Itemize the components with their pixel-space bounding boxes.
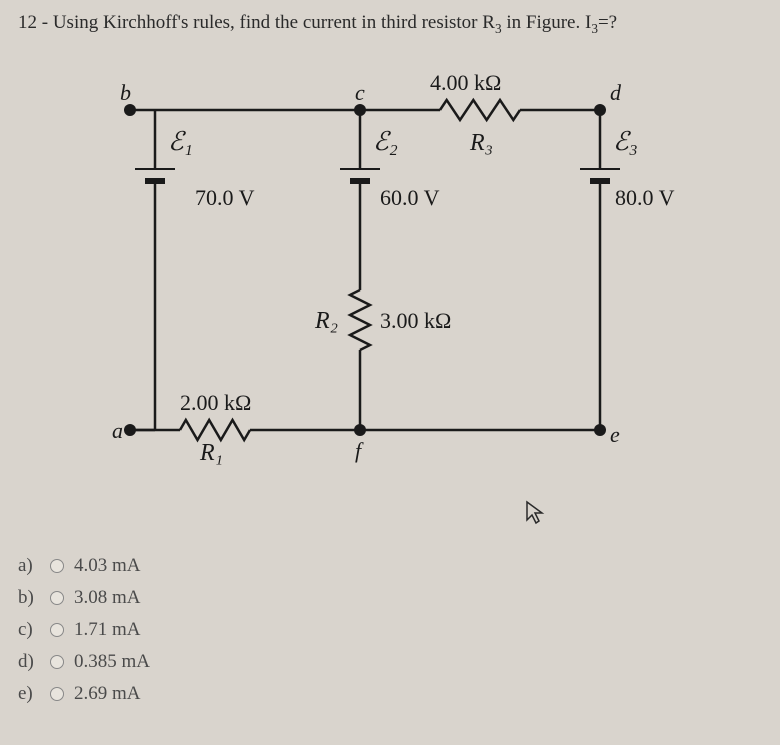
svg-text:R₂: R₂ <box>314 308 338 334</box>
option-c[interactable]: c) 1.71 mA <box>18 619 150 641</box>
svg-text:f: f <box>355 438 364 463</box>
option-b[interactable]: b) 3.08 mA <box>18 587 150 609</box>
svg-text:3.00 kΩ: 3.00 kΩ <box>380 308 451 333</box>
option-e[interactable]: e) 2.69 mA <box>18 683 150 705</box>
radio-icon <box>50 623 64 637</box>
answer-options: a) 4.03 mA b) 3.08 mA c) 1.71 mA d) 0.38… <box>18 555 150 715</box>
circuit-diagram: b c d a f e ℰ₁ 70.0 V ℰ₂ 60.0 V ℰ₃ 80.0 V 2.00 kΩ R₁ R… <box>60 70 680 500</box>
radio-icon <box>50 559 64 573</box>
question-text: 12 - Using Kirchhoff's rules, find the c… <box>18 12 617 37</box>
svg-text:R₁: R₁ <box>199 440 223 466</box>
option-a[interactable]: a) 4.03 mA <box>18 555 150 577</box>
svg-text:ℰ₂: ℰ₂ <box>373 127 398 156</box>
radio-icon <box>50 591 64 605</box>
svg-text:a: a <box>112 418 123 443</box>
svg-text:2.00 kΩ: 2.00 kΩ <box>180 390 251 415</box>
svg-text:d: d <box>610 80 622 105</box>
svg-text:60.0 V: 60.0 V <box>380 185 440 210</box>
svg-text:70.0 V: 70.0 V <box>195 185 255 210</box>
svg-text:b: b <box>120 80 131 105</box>
svg-text:4.00 kΩ: 4.00 kΩ <box>430 70 501 95</box>
svg-text:ℰ₃: ℰ₃ <box>613 127 638 156</box>
svg-text:c: c <box>355 80 365 105</box>
option-d[interactable]: d) 0.385 mA <box>18 651 150 673</box>
radio-icon <box>50 655 64 669</box>
svg-text:80.0 V: 80.0 V <box>615 185 675 210</box>
svg-text:R₃: R₃ <box>469 130 493 156</box>
radio-icon <box>50 687 64 701</box>
svg-text:e: e <box>610 422 620 447</box>
svg-text:ℰ₁: ℰ₁ <box>168 127 193 156</box>
